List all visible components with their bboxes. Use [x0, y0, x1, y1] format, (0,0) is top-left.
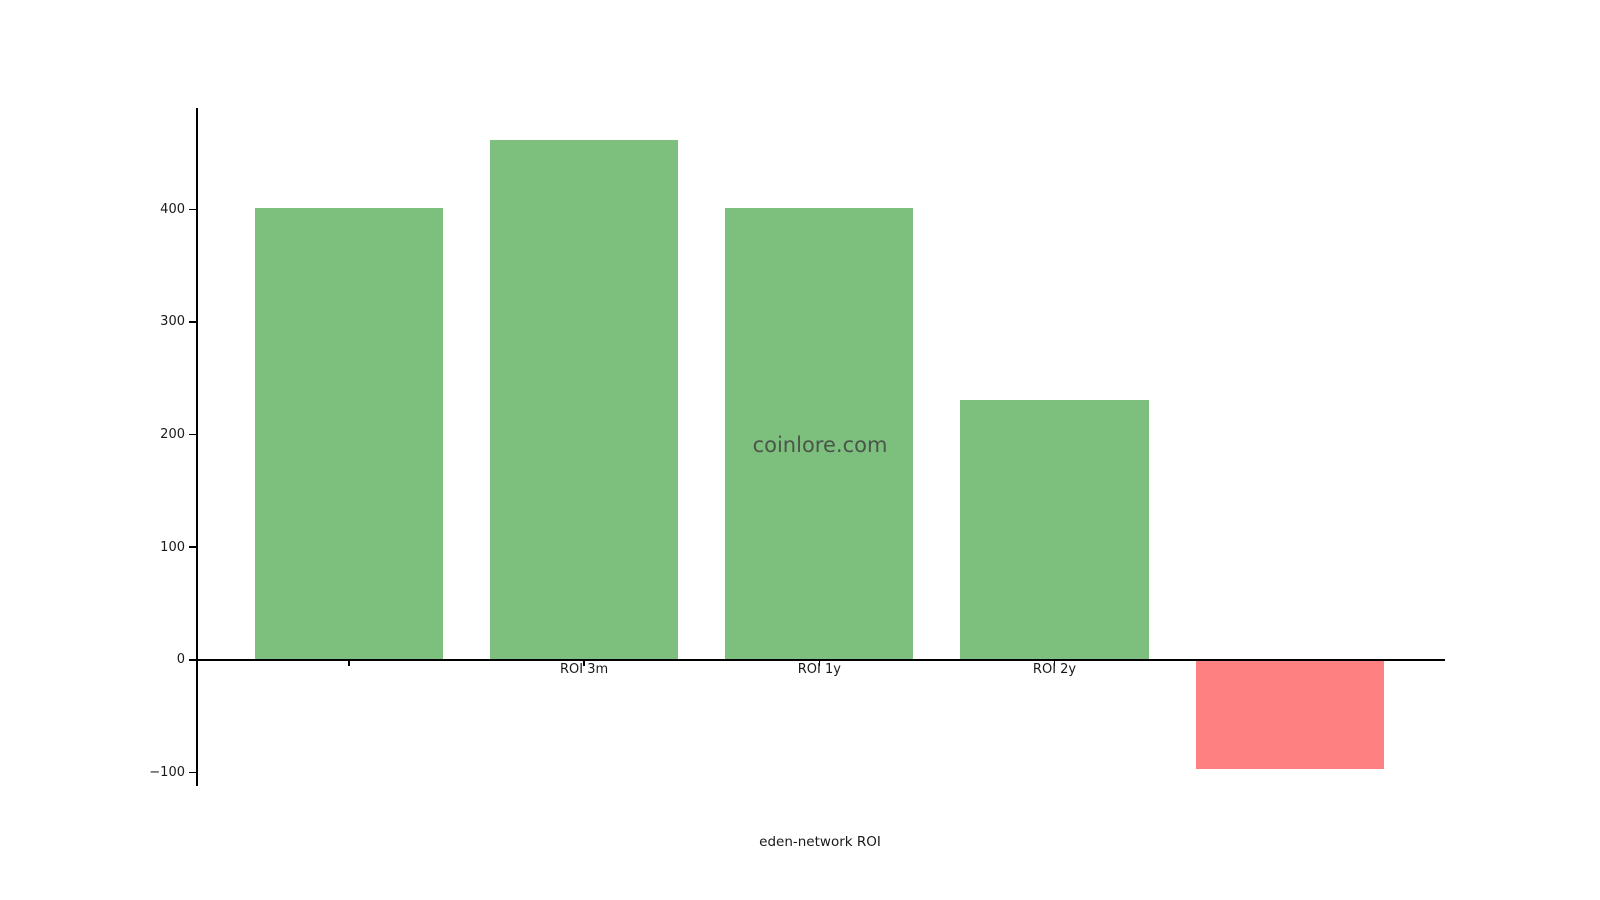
x-axis-tick-label: ROI 3m: [560, 661, 609, 677]
x-axis-title: eden-network ROI: [759, 834, 881, 850]
x-axis-line: [196, 659, 1445, 661]
x-axis-tick: [818, 659, 821, 667]
y-axis-tick: [189, 321, 196, 323]
roi-bar-positive: [490, 139, 679, 660]
y-axis-tick-label: 400: [160, 201, 185, 217]
y-axis-tick-label: 300: [160, 314, 185, 330]
roi-bar-positive: [254, 208, 443, 660]
y-axis-tick-label: −100: [149, 764, 185, 780]
y-axis-tick: [189, 546, 196, 548]
y-axis-spine: [196, 108, 198, 786]
y-axis-tick: [189, 771, 196, 774]
roi-bar-positive: [960, 399, 1149, 660]
x-axis-tick-label: ROI 1y: [797, 661, 841, 677]
y-axis-tick-label: 0: [176, 652, 185, 668]
y-axis-tick: [189, 433, 196, 436]
x-axis-tick: [348, 659, 350, 667]
roi-bar-negative: [1195, 659, 1384, 770]
y-axis-tick: [189, 208, 196, 211]
x-axis-tick: [1053, 659, 1056, 667]
x-axis-tick-label: ROI 2y: [1032, 661, 1077, 677]
y-axis-tick-label: 100: [160, 539, 185, 555]
y-axis-tick: [189, 659, 196, 661]
coinlore-watermark: coinlore.com: [752, 433, 888, 457]
roi-bar-positive: [725, 208, 914, 660]
x-axis-tick: [583, 659, 585, 667]
y-axis-tick-label: 200: [160, 427, 185, 443]
